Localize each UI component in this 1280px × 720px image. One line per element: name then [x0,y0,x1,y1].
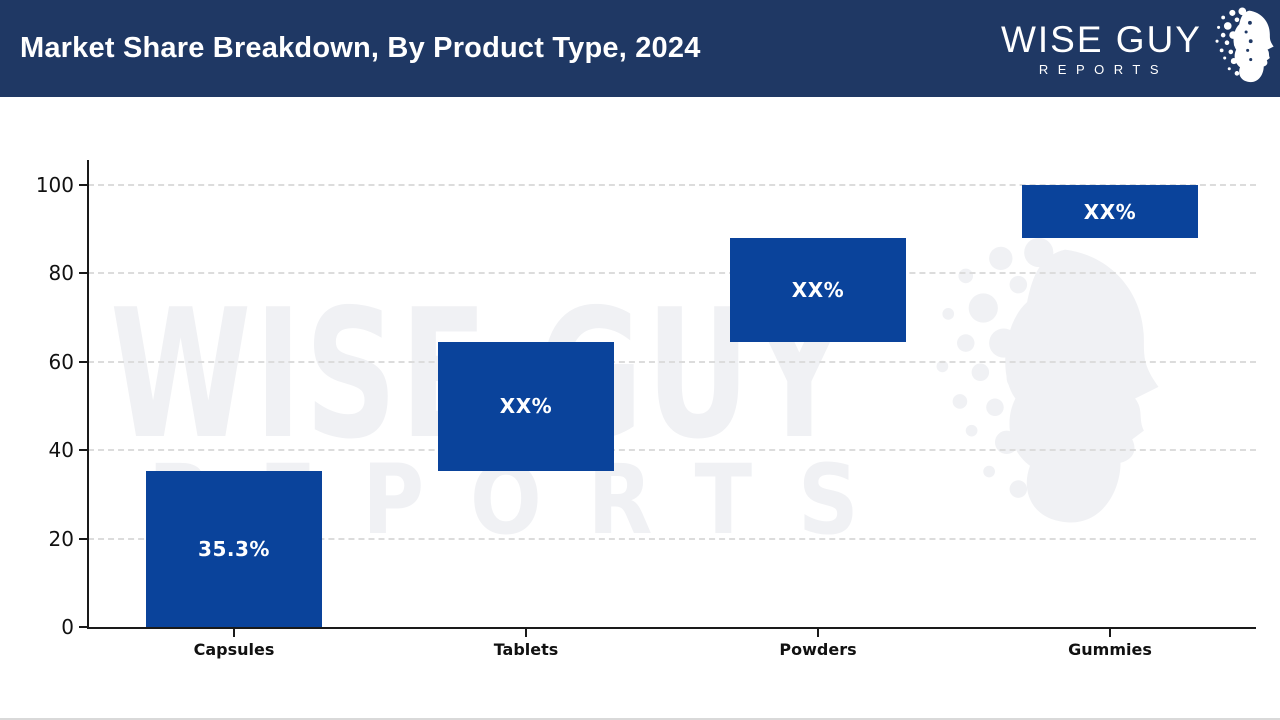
x-tick-capsules [233,629,235,637]
page-title: Market Share Breakdown, By Product Type,… [20,32,701,64]
wise-guy-reports-logo: WISE GUY REPORTS [1001,0,1280,97]
y-tick-label-20: 20 [48,526,74,551]
header-bar: Market Share Breakdown, By Product Type,… [0,0,1280,97]
y-tick-0 [79,626,87,628]
y-tick-100 [79,184,87,186]
logo-text: WISE GUY REPORTS [1000,19,1202,77]
bar-capsules: 35.3% [146,470,322,627]
bar-value-label-gummies: XX% [1083,199,1137,224]
bottom-border [0,718,1280,720]
head-profile-icon [1215,7,1274,83]
y-tick-40 [79,449,87,452]
gridline-y-20 [88,537,1256,540]
x-tick-tablets [525,629,527,637]
x-axis-line [87,627,1256,629]
gridline-y-60 [88,360,1256,363]
y-tick-80 [79,272,87,275]
bar-gummies: XX% [1022,185,1198,239]
bar-value-label-capsules: 35.3% [198,536,270,561]
y-tick-60 [79,360,87,363]
x-category-label-powders: Powders [779,640,857,659]
bar-powders: XX% [730,238,906,342]
bar-tablets: XX% [438,341,614,471]
y-tick-label-40: 40 [48,438,74,463]
x-category-label-gummies: Gummies [1068,640,1152,659]
y-tick-label-0: 0 [61,615,74,639]
y-axis-line [87,160,89,629]
x-tick-powders [817,629,819,637]
x-category-label-tablets: Tablets [493,640,559,659]
y-tick-label-60: 60 [48,349,74,374]
gridline-y-80 [88,272,1256,275]
y-tick-label-80: 80 [48,261,74,286]
gridline-y-40 [88,449,1256,452]
bar-value-label-tablets: XX% [499,394,553,419]
y-tick-20 [79,537,87,540]
x-tick-gummies [1109,629,1111,637]
bar-value-label-powders: XX% [791,277,845,302]
logo-subtitle: REPORTS [1038,61,1169,77]
gridline-y-100 [88,184,1256,186]
logo-wordmark: WISE GUY [1000,19,1202,60]
y-tick-label-100: 100 [35,173,74,197]
watermark-head-icon [936,237,1159,523]
x-category-label-capsules: Capsules [193,640,275,659]
